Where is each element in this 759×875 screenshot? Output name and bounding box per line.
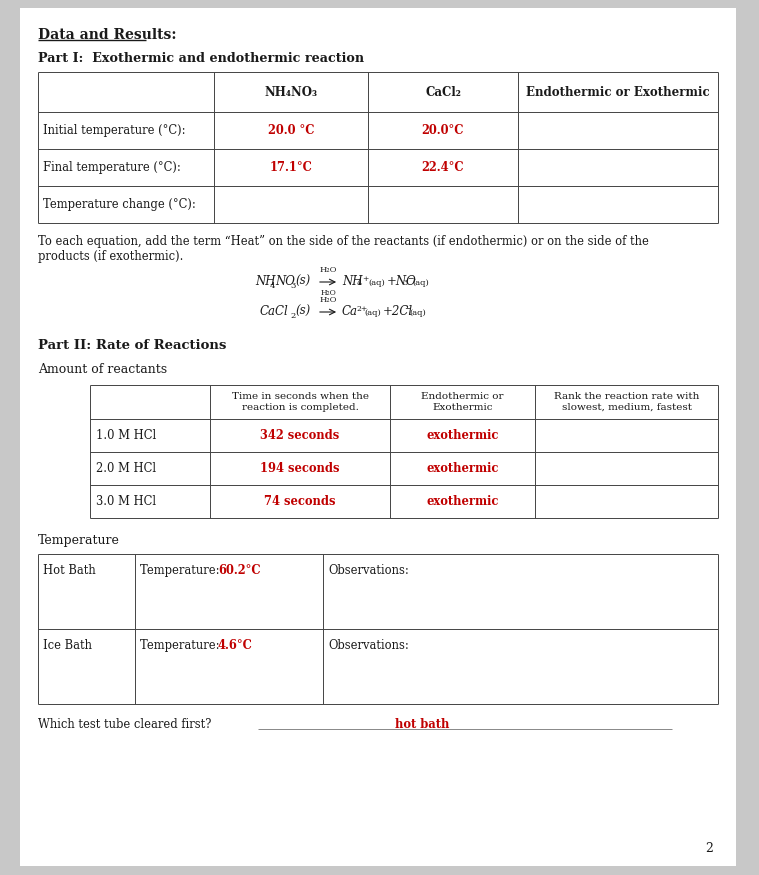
Text: 2+: 2+ bbox=[356, 305, 367, 313]
Text: (aq): (aq) bbox=[368, 279, 385, 287]
Text: (aq): (aq) bbox=[364, 309, 381, 317]
Text: Part I:  Exothermic and endothermic reaction: Part I: Exothermic and endothermic react… bbox=[38, 52, 364, 65]
Text: exothermic: exothermic bbox=[427, 429, 499, 442]
Text: 4: 4 bbox=[357, 279, 363, 287]
Text: Endothermic or
Exothermic: Endothermic or Exothermic bbox=[421, 392, 504, 412]
Text: (aq): (aq) bbox=[412, 279, 429, 287]
Text: Temperature:: Temperature: bbox=[140, 639, 223, 652]
Text: Temperature: Temperature bbox=[38, 534, 120, 547]
Text: Part II: Rate of Reactions: Part II: Rate of Reactions bbox=[38, 339, 226, 352]
Text: Ca: Ca bbox=[342, 305, 358, 318]
Text: H₂O: H₂O bbox=[320, 296, 337, 304]
Text: Which test tube cleared first?: Which test tube cleared first? bbox=[38, 718, 211, 731]
Text: −: − bbox=[404, 305, 411, 313]
Text: 74 seconds: 74 seconds bbox=[264, 495, 335, 508]
Text: Observations:: Observations: bbox=[328, 639, 409, 652]
Text: NH₄NO₃: NH₄NO₃ bbox=[264, 86, 317, 99]
Text: 3: 3 bbox=[290, 282, 295, 290]
Text: (s): (s) bbox=[295, 305, 310, 318]
Text: 2: 2 bbox=[290, 312, 295, 320]
Text: (s): (s) bbox=[295, 275, 310, 288]
Text: NO: NO bbox=[275, 275, 295, 288]
Text: H₂O: H₂O bbox=[320, 289, 336, 297]
Text: −: − bbox=[407, 275, 414, 283]
Text: 20.0°C: 20.0°C bbox=[422, 124, 465, 137]
Text: exothermic: exothermic bbox=[427, 495, 499, 508]
Text: (aq): (aq) bbox=[409, 309, 426, 317]
Text: 20.0 °C: 20.0 °C bbox=[268, 124, 314, 137]
Text: 194 seconds: 194 seconds bbox=[260, 462, 340, 475]
Text: To each equation, add the term “Heat” on the side of the reactants (if endotherm: To each equation, add the term “Heat” on… bbox=[38, 235, 649, 263]
Text: 4: 4 bbox=[270, 282, 276, 290]
Text: Temperature:: Temperature: bbox=[140, 564, 223, 577]
Text: 2.0 M HCl: 2.0 M HCl bbox=[96, 462, 156, 475]
Text: 4.6°C: 4.6°C bbox=[218, 639, 253, 652]
Text: 17.1°C: 17.1°C bbox=[269, 161, 313, 174]
Text: 2: 2 bbox=[705, 842, 713, 855]
Text: 342 seconds: 342 seconds bbox=[260, 429, 339, 442]
Text: NH: NH bbox=[342, 275, 363, 288]
Text: H₂O: H₂O bbox=[320, 266, 337, 274]
Text: +2Cl: +2Cl bbox=[383, 305, 413, 318]
Text: Hot Bath: Hot Bath bbox=[43, 564, 96, 577]
Text: 22.4°C: 22.4°C bbox=[422, 161, 465, 174]
Text: exothermic: exothermic bbox=[427, 462, 499, 475]
Text: 1.0 M HCl: 1.0 M HCl bbox=[96, 429, 156, 442]
Text: Data and Results:: Data and Results: bbox=[38, 28, 177, 42]
Text: Endothermic or Exothermic: Endothermic or Exothermic bbox=[526, 86, 710, 99]
Text: 3: 3 bbox=[402, 279, 408, 287]
Text: Rank the reaction rate with
slowest, medium, fastest: Rank the reaction rate with slowest, med… bbox=[554, 392, 699, 412]
Text: Observations:: Observations: bbox=[328, 564, 409, 577]
Text: 60.2°C: 60.2°C bbox=[218, 564, 260, 577]
Text: hot bath: hot bath bbox=[395, 718, 449, 731]
Text: +NO: +NO bbox=[387, 275, 417, 288]
Text: CaCl: CaCl bbox=[260, 305, 288, 318]
Text: CaCl₂: CaCl₂ bbox=[425, 86, 461, 99]
Text: Ice Bath: Ice Bath bbox=[43, 639, 92, 652]
Text: +: + bbox=[362, 275, 368, 283]
Text: 3.0 M HCl: 3.0 M HCl bbox=[96, 495, 156, 508]
Text: Temperature change (°C):: Temperature change (°C): bbox=[43, 198, 196, 211]
Text: Amount of reactants: Amount of reactants bbox=[38, 363, 167, 376]
Text: NH: NH bbox=[255, 275, 276, 288]
Text: Final temperature (°C):: Final temperature (°C): bbox=[43, 161, 181, 174]
Text: Time in seconds when the
reaction is completed.: Time in seconds when the reaction is com… bbox=[231, 392, 369, 412]
Text: Initial temperature (°C):: Initial temperature (°C): bbox=[43, 124, 185, 137]
